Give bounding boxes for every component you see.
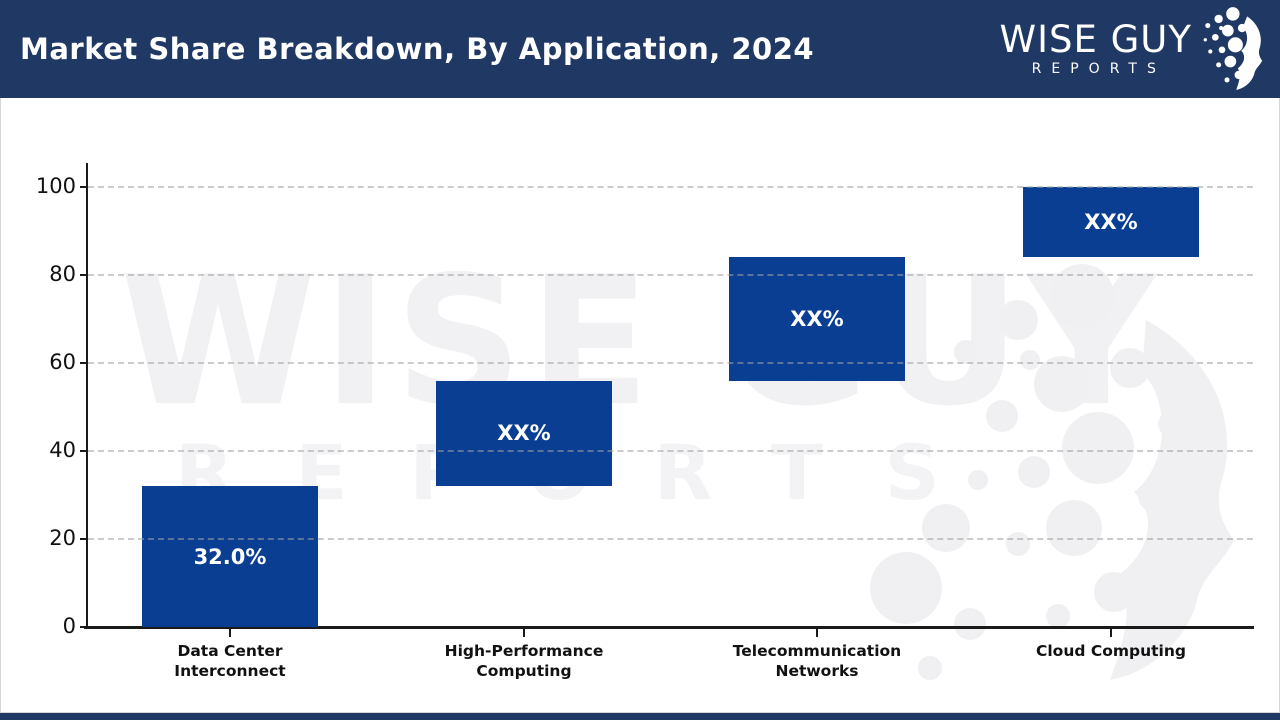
bar-2 xyxy=(436,380,612,487)
logo-text: WISE GUY REPORTS xyxy=(999,18,1192,78)
x-tick-4 xyxy=(1110,629,1112,637)
x-tick-3 xyxy=(816,629,818,637)
x-category-label-line: Interconnect xyxy=(174,662,286,680)
bar-value-label-1: 32.0% xyxy=(193,544,267,569)
x-axis-line xyxy=(84,626,1254,629)
y-tick-label-100: 100 xyxy=(35,174,76,198)
x-category-label-line: Computing xyxy=(476,662,572,680)
y-tick-20 xyxy=(80,538,88,540)
y-tick-60 xyxy=(80,362,88,364)
gridline-80 xyxy=(88,274,1253,276)
bar-value-label-3: XX% xyxy=(790,307,844,331)
y-tick-label-60: 60 xyxy=(49,350,76,374)
y-tick-40 xyxy=(80,450,88,452)
bar-value-label-2: XX% xyxy=(497,421,551,446)
x-category-label-4: Cloud Computing xyxy=(991,641,1231,661)
x-category-label-3: Telecommunication Networks xyxy=(697,641,937,681)
y-tick-80 xyxy=(80,274,88,276)
bar-1 xyxy=(142,486,318,627)
x-tick-2 xyxy=(523,629,525,637)
y-tick-0 xyxy=(80,626,88,628)
watermark: WISE GUY REPORTS xyxy=(0,98,1280,713)
y-tick-label-80: 80 xyxy=(49,262,76,286)
y-tick-label-40: 40 xyxy=(49,438,76,462)
y-tick-label-20: 20 xyxy=(49,526,76,550)
x-category-label-line: Networks xyxy=(775,662,859,680)
x-category-label-line: Cloud Computing xyxy=(1035,642,1187,660)
wise-guy-logo: WISE GUY REPORTS xyxy=(1000,3,1280,95)
gridline-100 xyxy=(88,186,1253,188)
footer-bar xyxy=(0,713,1280,720)
gridline-60 xyxy=(88,362,1253,364)
x-category-label-line: Data Center xyxy=(177,642,283,660)
gridline-20 xyxy=(88,538,1253,540)
logo-subtitle: REPORTS xyxy=(1031,61,1166,77)
bar-value-label-4: XX% xyxy=(1084,210,1138,235)
x-category-label-line: Telecommunication xyxy=(732,642,902,660)
logo-wordmark: WISE GUY xyxy=(999,18,1192,61)
watermark-wordmark: WISE GUY xyxy=(120,238,1162,445)
y-tick-label-0: 0 xyxy=(62,614,76,638)
bar-3 xyxy=(729,257,905,381)
y-axis-line xyxy=(86,163,88,628)
x-category-label-1: Data Center Interconnect xyxy=(110,641,350,681)
x-tick-1 xyxy=(229,629,231,637)
gridline-40 xyxy=(88,450,1253,452)
page-title: Market Share Breakdown, By Application, … xyxy=(20,32,815,66)
header: Market Share Breakdown, By Application, … xyxy=(0,0,1280,98)
y-tick-100 xyxy=(80,186,88,188)
watermark-head-icon xyxy=(870,264,1234,680)
logo-head-icon xyxy=(1203,7,1263,90)
x-category-label-2: High-Performance Computing xyxy=(404,641,644,681)
x-category-label-line: High-Performance xyxy=(444,642,604,660)
bar-4 xyxy=(1023,187,1199,258)
